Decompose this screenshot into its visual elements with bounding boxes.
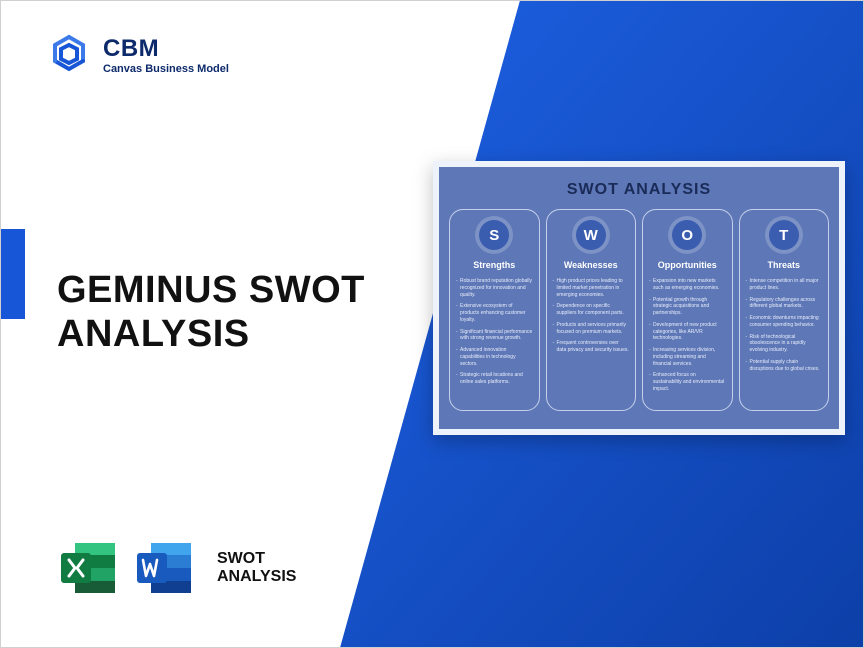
logo-icon [47,33,91,77]
swot-item: Advanced innovation capabilities in tech… [456,347,533,367]
swot-item: Economic downturns impacting consumer sp… [746,315,823,329]
swot-items-list: High product prices leading to limited m… [553,278,630,359]
swot-item: Potential supply chain disruptions due t… [746,359,823,373]
swot-item: Expansion into new markets such as emerg… [649,278,726,292]
swot-item: Strategic retail locations and online sa… [456,372,533,386]
app-label-line2: ANALYSIS [217,568,296,586]
swot-column-heading: Opportunities [658,260,717,270]
swot-column-heading: Threats [767,260,800,270]
page-title-line2: ANALYSIS [57,313,365,357]
swot-badge: O [672,220,702,250]
swot-item: Frequent controversies over data privacy… [553,340,630,354]
swot-item: Significant financial performance with s… [456,329,533,343]
brand-title: CBM [103,35,229,63]
swot-item: Products and services primarily focused … [553,322,630,336]
page-title-line1: GEMINUS SWOT [57,269,365,313]
swot-item: High product prices leading to limited m… [553,278,630,298]
page-title: GEMINUS SWOT ANALYSIS [57,269,365,356]
app-icons-row: SWOT ANALYSIS [57,537,296,599]
brand-logo: CBM Canvas Business Model [47,33,229,77]
left-accent-bar [1,229,25,319]
swot-column-strengths: S Strengths Robust brand reputation global… [449,209,540,411]
swot-badge: T [769,220,799,250]
swot-column-weaknesses: W Weaknesses High product prices leading t… [546,209,637,411]
swot-item: Increasing services division, including … [649,347,726,367]
word-icon [133,537,195,599]
swot-item: Enhanced focus on sustainability and env… [649,372,726,392]
swot-analysis-card: SWOT ANALYSIS S Strengths Robust brand rep… [433,161,845,435]
swot-items-list: Intense competition in all major product… [746,278,823,377]
swot-items-list: Robust brand reputation globally recogni… [456,278,533,391]
swot-item: Regulatory challenges across different g… [746,297,823,311]
app-label-line1: SWOT [217,550,296,568]
swot-column-heading: Weaknesses [564,260,618,270]
swot-item: Development of new product categories, l… [649,322,726,342]
swot-column-heading: Strengths [473,260,515,270]
swot-item: Robust brand reputation globally recogni… [456,278,533,298]
brand-subtitle: Canvas Business Model [103,63,229,75]
swot-item: Risk of technological obsolescence in a … [746,334,823,354]
swot-item: Dependence on specific suppliers for com… [553,303,630,317]
swot-card-title: SWOT ANALYSIS [449,181,829,199]
swot-item: Potential growth through strategic acqui… [649,297,726,317]
swot-item: Extensive ecosystem of products enhancin… [456,303,533,323]
app-label: SWOT ANALYSIS [217,550,296,587]
swot-column-threats: T Threats Intense competition in all major… [739,209,830,411]
swot-badge: S [479,220,509,250]
swot-badge: W [576,220,606,250]
swot-items-list: Expansion into new markets such as emerg… [649,278,726,398]
swot-column-opportunities: O Opportunities Expansion into new markets… [642,209,733,411]
excel-icon [57,537,119,599]
swot-item: Intense competition in all major product… [746,278,823,292]
